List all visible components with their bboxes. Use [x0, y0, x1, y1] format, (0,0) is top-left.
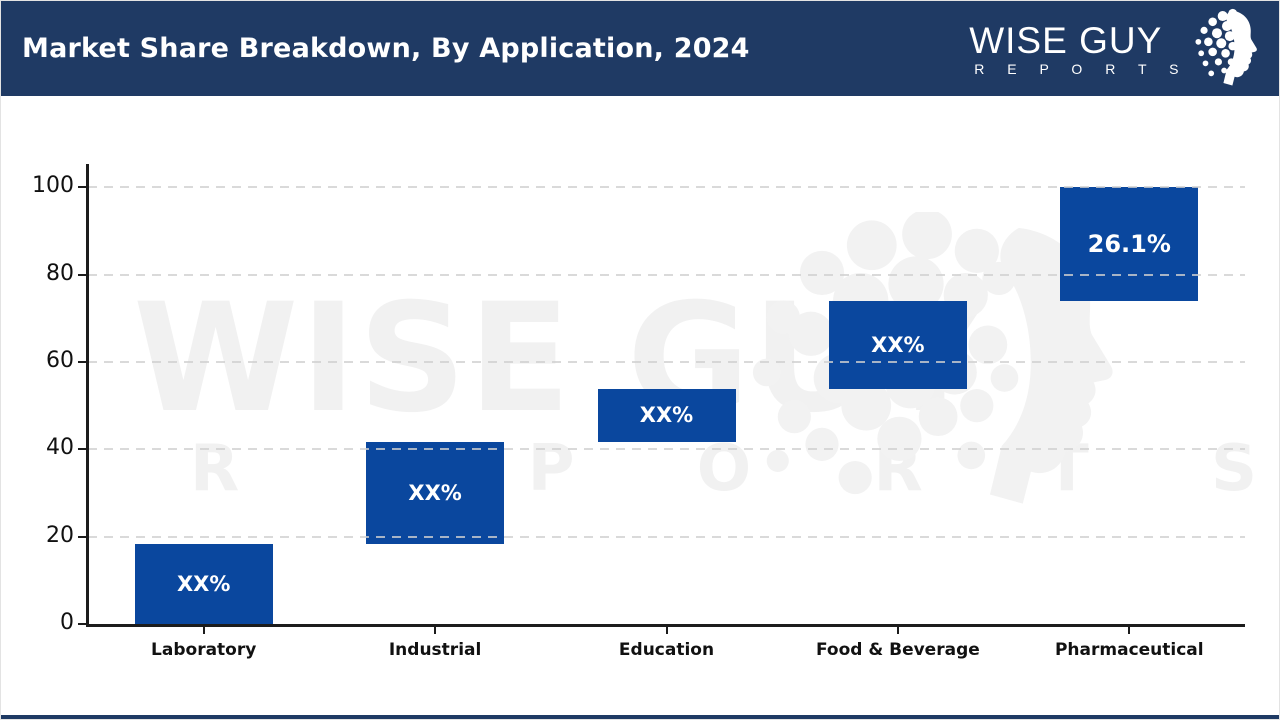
gridline-y-100 — [88, 186, 1245, 189]
y-tick-mark — [78, 623, 88, 625]
x-tick-mark — [665, 626, 668, 634]
bar-value-label: XX% — [871, 332, 925, 357]
footer-bar — [0, 715, 1280, 720]
y-tick-mark — [78, 360, 88, 363]
bar-education: XX% — [597, 388, 736, 443]
bar-value-label: XX% — [176, 572, 231, 597]
y-tick-label: 100 — [32, 173, 74, 199]
y-tick-label: 40 — [46, 435, 74, 461]
gridline-y-40 — [88, 448, 1245, 451]
gridline-y-80 — [88, 273, 1245, 276]
y-tick-mark — [78, 186, 88, 189]
bar-laboratory: XX% — [134, 544, 273, 624]
x-category-label: Pharmaceutical — [1054, 640, 1204, 660]
x-tick-mark — [896, 626, 899, 634]
bar-industrial: XX% — [366, 442, 505, 545]
bar-value-label: 26.1% — [1087, 230, 1171, 259]
y-tick-mark — [78, 273, 88, 276]
brand-dotted-head-icon — [1195, 8, 1257, 86]
brand-logo: WISE GUY R E P O R T S — [969, 6, 1264, 92]
bar-value-label: XX% — [639, 403, 694, 428]
x-tick-mark — [202, 626, 205, 634]
x-category-label: Education — [618, 640, 715, 660]
brand-name: WISE GUY — [969, 20, 1163, 61]
y-tick-mark — [78, 448, 88, 451]
bar-pharmaceutical: 26.1% — [1060, 187, 1199, 302]
brand-logo-text: WISE GUY R E P O R T S — [969, 22, 1188, 76]
bar-food-beverage: XX% — [828, 301, 967, 389]
x-axis-line — [86, 624, 1245, 627]
x-category-label: Food & Beverage — [816, 640, 980, 660]
x-category-label: Industrial — [388, 640, 482, 660]
x-category-label: Laboratory — [151, 640, 257, 660]
y-tick-mark — [78, 535, 88, 538]
y-tick-label: 80 — [46, 260, 74, 286]
gridline-y-20 — [88, 535, 1245, 538]
y-tick-label: 0 — [60, 610, 74, 635]
brand-subtitle: R E P O R T S — [974, 61, 1188, 77]
y-tick-label: 20 — [46, 522, 74, 548]
y-tick-label: 60 — [46, 347, 74, 373]
bar-value-label: XX% — [408, 481, 462, 506]
gridline-y-60 — [88, 360, 1245, 363]
chart-title: Market Share Breakdown, By Application, … — [22, 32, 750, 64]
y-axis-line — [86, 164, 89, 626]
x-tick-mark — [434, 626, 437, 634]
header-bar: Market Share Breakdown, By Application, … — [0, 0, 1280, 96]
x-tick-mark — [1128, 626, 1131, 634]
